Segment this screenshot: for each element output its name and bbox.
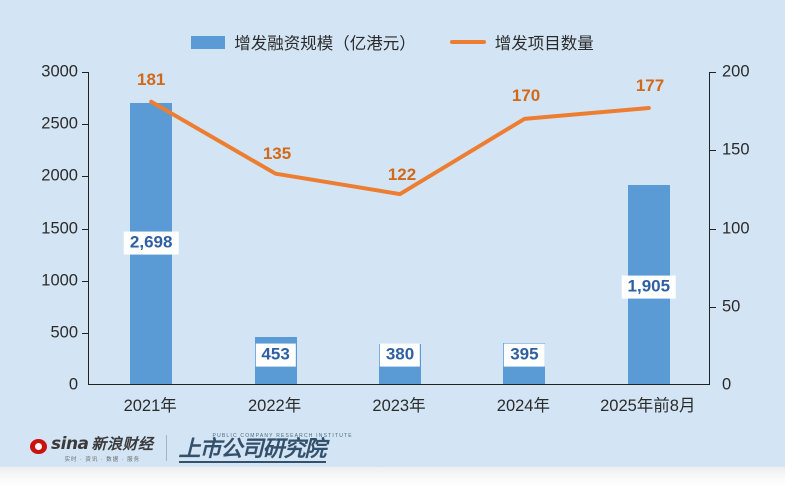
bar-series-swatch-icon xyxy=(191,35,226,49)
y-axis-left-tick-500: 500 xyxy=(50,323,78,342)
y-axis-right-tick-150: 150 xyxy=(722,140,750,159)
line-value-label-2025: 177 xyxy=(635,76,665,95)
sina-mark xyxy=(30,439,47,457)
sina-finance-logo: sina 新浪财经 实时 · 资讯 · 数据 · 服务 xyxy=(30,433,154,463)
bar-value-label-2021: 2,698 xyxy=(123,231,179,255)
y-axis-left-tick-1000: 1000 xyxy=(41,271,78,290)
line-value-label-2024: 170 xyxy=(511,86,541,105)
legend-label-line-series: 增发项目数量 xyxy=(494,35,594,53)
y-axis-left-tick-2500: 2500 xyxy=(41,114,78,133)
x-axis-label-2024: 2024年 xyxy=(496,397,550,415)
y-axis-right-tick-50: 50 xyxy=(722,297,741,316)
bar-value-label-2024: 395 xyxy=(504,343,545,367)
plot-inner: 2,698 453 380 395 1,905 181 135 122 170 … xyxy=(82,70,716,384)
institute-chinese-name: 上市公司研究院 xyxy=(178,436,327,463)
sina-wordmark: sina 新浪财经 实时 · 资讯 · 数据 · 服务 xyxy=(51,433,154,463)
tick-left-2000 xyxy=(82,176,89,178)
x-axis-label-2025: 2025年前8月 xyxy=(600,397,696,415)
tick-right-200 xyxy=(709,72,716,73)
y-axis-left-tick-0: 0 xyxy=(68,375,78,394)
bar-value-label-2022: 453 xyxy=(255,343,296,367)
tick-left-2500 xyxy=(82,124,89,126)
line-series-path xyxy=(149,99,651,197)
research-institute-logo: PUBLIC COMPANY RESEARCH INSTITUTE 上市公司研究… xyxy=(178,433,353,463)
y-axis-left-tick-1500: 1500 xyxy=(41,219,78,237)
tick-right-50 xyxy=(709,306,716,308)
chart-footer: sina 新浪财经 实时 · 资讯 · 数据 · 服务 PUBLIC COMPA… xyxy=(0,425,785,487)
x-axis-label-2021: 2021年 xyxy=(123,397,177,415)
y-axis-right-tick-200: 200 xyxy=(722,62,750,81)
sina-chinese-wordmark: 新浪财经 xyxy=(91,436,154,453)
tick-left-1500 xyxy=(82,228,89,230)
tick-right-150 xyxy=(709,150,716,152)
logo-divider xyxy=(165,435,167,461)
bar-value-label-2025: 1,905 xyxy=(621,275,677,299)
tick-left-1000 xyxy=(82,280,89,282)
line-value-label-2021: 181 xyxy=(137,70,166,89)
line-value-label-2022: 135 xyxy=(262,144,292,163)
x-axis-label-2022: 2022年 xyxy=(247,397,302,415)
legend-item-line-series[interactable]: 增发项目数量 xyxy=(449,30,594,54)
x-axis-label-2023: 2023年 xyxy=(372,397,426,415)
footer-logos: sina 新浪财经 实时 · 资讯 · 数据 · 服务 PUBLIC COMPA… xyxy=(30,433,353,463)
footer-bottom-strip xyxy=(0,467,785,487)
y-axis-left-tick-2000: 2000 xyxy=(41,166,78,185)
bar-value-label-2023: 380 xyxy=(379,343,421,367)
line-value-label-2023: 122 xyxy=(387,165,417,184)
chart-legend: 增发融资规模（亿港元） 增发项目数量 xyxy=(0,30,785,54)
legend-label-bar-series: 增发融资规模（亿港元） xyxy=(234,35,416,53)
tick-left-500 xyxy=(82,332,89,334)
sina-latin-wordmark: sina xyxy=(51,434,89,454)
legend-item-bar-series[interactable]: 增发融资规模（亿港元） xyxy=(191,30,416,54)
tick-right-100 xyxy=(709,228,716,230)
sina-tagline: 实时 · 资讯 · 数据 · 服务 xyxy=(64,457,141,463)
y-axis-right-tick-100: 100 xyxy=(722,219,750,237)
line-series-swatch-icon xyxy=(449,40,486,44)
y-axis-right-tick-0: 0 xyxy=(722,375,732,394)
plot-area: 2,698 453 380 395 1,905 181 135 122 170 … xyxy=(82,70,716,385)
y-axis-left-tick-3000: 3000 xyxy=(41,62,78,81)
sina-eye-icon xyxy=(30,439,47,454)
institute-english-name: PUBLIC COMPANY RESEARCH INSTITUTE xyxy=(212,433,353,439)
tick-left-3000 xyxy=(82,72,89,73)
